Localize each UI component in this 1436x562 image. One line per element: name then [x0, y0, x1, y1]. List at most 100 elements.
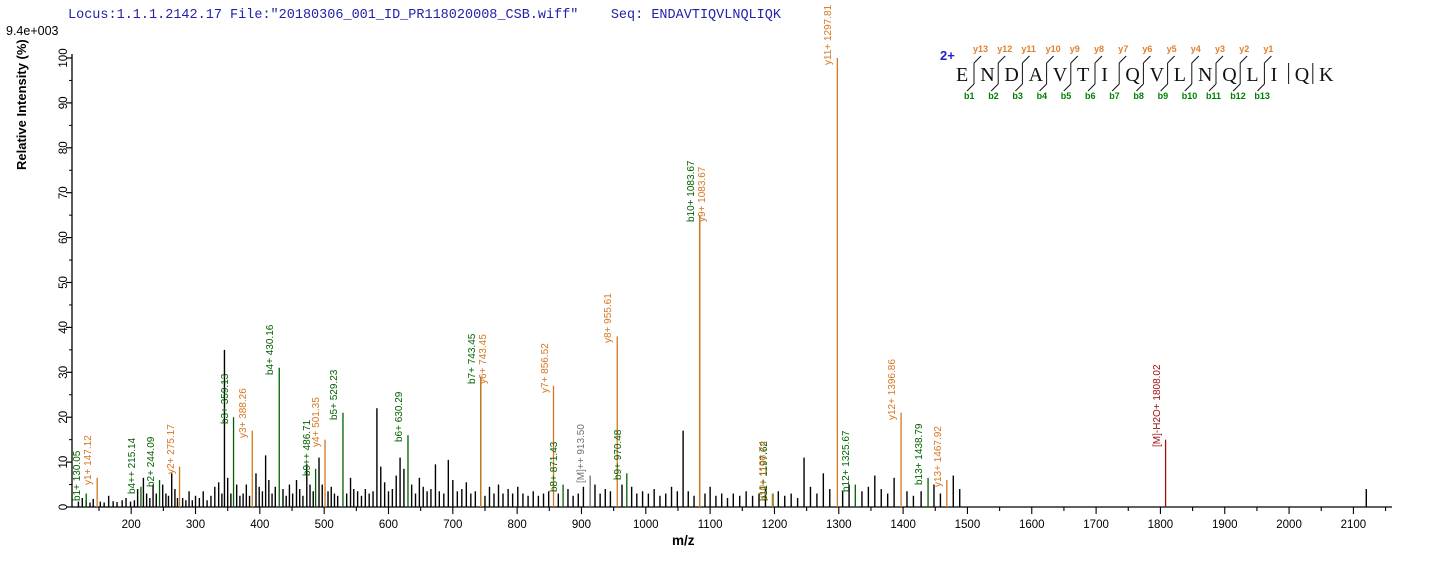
y-ion-ladder-label: y7 [1118, 44, 1129, 54]
peak-label: b6+ 630.29 [393, 391, 405, 443]
peak-label: b5+ 529.23 [328, 369, 340, 420]
intensity-scale-label: 9.4e+003 [6, 24, 59, 38]
peak-label: b3+ 359.13 [219, 373, 231, 425]
peak-label: b12+ 1325.67 [841, 430, 853, 492]
peak-label: [M]-H2O+ 1808.02 [1151, 364, 1163, 447]
locus-text: Locus:1.1.1.2142.17 [68, 8, 222, 23]
svg-text:1700: 1700 [1083, 519, 1109, 531]
file-text: File:"20180306_001_ID_PR118020008_CSB.wi… [230, 8, 579, 23]
svg-text:1300: 1300 [826, 519, 852, 531]
sequence-residue: A [1028, 64, 1044, 86]
svg-text:1500: 1500 [955, 519, 981, 531]
y-ion-ladder-label: y8 [1094, 44, 1105, 54]
svg-text:300: 300 [186, 519, 205, 531]
sequence-residue: E [956, 64, 969, 86]
peak-label: y8+ 955.61 [603, 293, 615, 344]
sequence-residue: Q [1294, 64, 1310, 86]
b-ion-ladder-label: b2 [988, 91, 999, 101]
sequence-residue: D [1004, 64, 1019, 86]
y-ion-ladder-label: y4 [1190, 44, 1201, 54]
svg-text:1400: 1400 [890, 519, 916, 531]
peak-label: b9+ 970.48 [612, 429, 624, 481]
peak-label: y10+ 1196.74 [758, 440, 770, 501]
svg-text:1600: 1600 [1019, 519, 1045, 531]
y-ion-ladder-label: y11 [1021, 44, 1036, 54]
y-ion-ladder-label: y6 [1142, 44, 1153, 54]
svg-text:2100: 2100 [1341, 519, 1367, 531]
peak-label: y6+ 743.45 [477, 334, 489, 384]
svg-text:70: 70 [58, 186, 70, 199]
svg-text:90: 90 [58, 97, 70, 110]
y-ion-ladder-label: y3 [1215, 44, 1226, 54]
peak-label: b4++ 215.14 [126, 437, 138, 494]
svg-text:1000: 1000 [633, 519, 659, 531]
b-ion-ladder-label: b9 [1157, 91, 1169, 101]
sequence-residue: L [1246, 64, 1259, 86]
b-ion-ladder-label: b11 [1206, 91, 1222, 101]
sequence-residue: V [1149, 64, 1165, 86]
svg-text:40: 40 [58, 321, 70, 334]
peak-label: b1+ 130.05 [72, 450, 84, 501]
b-ion-ladder-label: b7 [1109, 91, 1120, 101]
sequence-residue: N [1198, 64, 1213, 86]
b-ion-ladder-label: b5 [1060, 91, 1072, 101]
svg-text:800: 800 [508, 519, 527, 531]
peak-label: y1+ 147.12 [83, 435, 95, 485]
peak-label: y2+ 275.17 [165, 423, 177, 474]
svg-text:1800: 1800 [1148, 519, 1174, 531]
svg-text:900: 900 [572, 519, 591, 531]
y-ion-ladder-label: y2 [1239, 44, 1250, 54]
sequence-residue: N [980, 64, 995, 86]
peak-label: y11+ 1297.81 [823, 4, 835, 65]
svg-text:50: 50 [58, 276, 70, 289]
svg-text:30: 30 [58, 366, 70, 379]
svg-text:200: 200 [122, 519, 141, 531]
peak-label: y7+ 856.52 [539, 343, 551, 393]
svg-text:0: 0 [58, 504, 70, 510]
sequence-residue: Q [1222, 64, 1237, 86]
peak-label: b4+ 430.16 [265, 324, 277, 375]
peak-label: y3+ 388.26 [238, 387, 250, 438]
peak-label: [M]++ 913.50 [576, 423, 588, 483]
svg-text:1100: 1100 [698, 519, 723, 531]
svg-text:80: 80 [58, 141, 70, 154]
y-ion-ladder-label: y13 [973, 44, 989, 54]
svg-text:60: 60 [58, 231, 70, 244]
b-ion-ladder-label: b8 [1133, 91, 1144, 101]
peak-label: y9+ 1083.67 [696, 166, 708, 223]
peak-label: b8+ 871.43 [549, 441, 561, 492]
svg-text:1900: 1900 [1212, 519, 1238, 531]
peak-label: b2+ 244.09 [145, 436, 157, 488]
y-ion-ladder-label: y5 [1166, 44, 1177, 54]
sequence-residue: I [1270, 64, 1278, 86]
b-ion-ladder-label: b10 [1181, 91, 1198, 101]
b-ion-ladder-label: b13 [1254, 91, 1270, 101]
sequence-residue: Q [1125, 64, 1140, 86]
y-ion-ladder-label: y10 [1045, 44, 1061, 54]
peak-label: b7+ 743.45 [466, 333, 478, 384]
sequence-text: Seq: ENDAVTIQVLNQLIQK [610, 8, 781, 23]
b-ion-ladder-label: b12 [1230, 91, 1246, 101]
svg-text:10: 10 [58, 456, 70, 469]
peak-label: b10+ 1083.67 [685, 160, 697, 223]
peak-label: y4+ 501.35 [311, 396, 323, 447]
svg-text:2000: 2000 [1276, 519, 1302, 531]
y-ion-ladder-label: y12 [997, 44, 1013, 54]
svg-text:600: 600 [379, 519, 398, 531]
sequence-residue: L [1173, 64, 1187, 86]
sequence-residue: V [1052, 64, 1068, 86]
svg-text:20: 20 [58, 411, 70, 424]
y-ion-ladder-label: y1 [1263, 44, 1274, 54]
sequence-residue: K [1319, 64, 1334, 86]
svg-text:1200: 1200 [762, 519, 788, 531]
peak-label: y13+ 1467.92 [932, 426, 944, 488]
b-ion-ladder-label: b6 [1085, 91, 1096, 101]
svg-text:500: 500 [315, 519, 334, 531]
b-ion-ladder-label: b4 [1036, 91, 1048, 101]
b-ion-ladder-label: b3 [1012, 91, 1023, 101]
b-ion-ladder-label: b1 [964, 91, 975, 101]
ladder-tick-marks [966, 55, 1314, 92]
svg-text:700: 700 [443, 519, 462, 531]
